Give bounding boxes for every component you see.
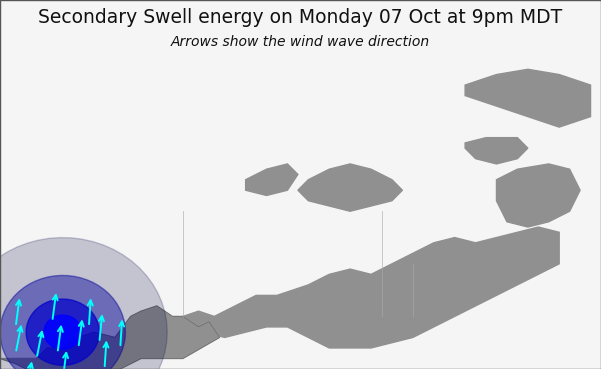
Polygon shape bbox=[0, 306, 219, 369]
Polygon shape bbox=[298, 164, 403, 211]
Polygon shape bbox=[496, 164, 580, 227]
Polygon shape bbox=[26, 299, 99, 365]
Text: Secondary Swell energy on Monday 07 Oct at 9pm MDT: Secondary Swell energy on Monday 07 Oct … bbox=[38, 8, 563, 27]
Polygon shape bbox=[465, 69, 591, 127]
Polygon shape bbox=[0, 238, 167, 369]
Polygon shape bbox=[44, 315, 82, 349]
Polygon shape bbox=[0, 275, 126, 369]
Polygon shape bbox=[246, 164, 298, 196]
Text: Arrows show the wind wave direction: Arrows show the wind wave direction bbox=[171, 35, 430, 49]
Polygon shape bbox=[183, 227, 559, 348]
Polygon shape bbox=[465, 138, 528, 164]
